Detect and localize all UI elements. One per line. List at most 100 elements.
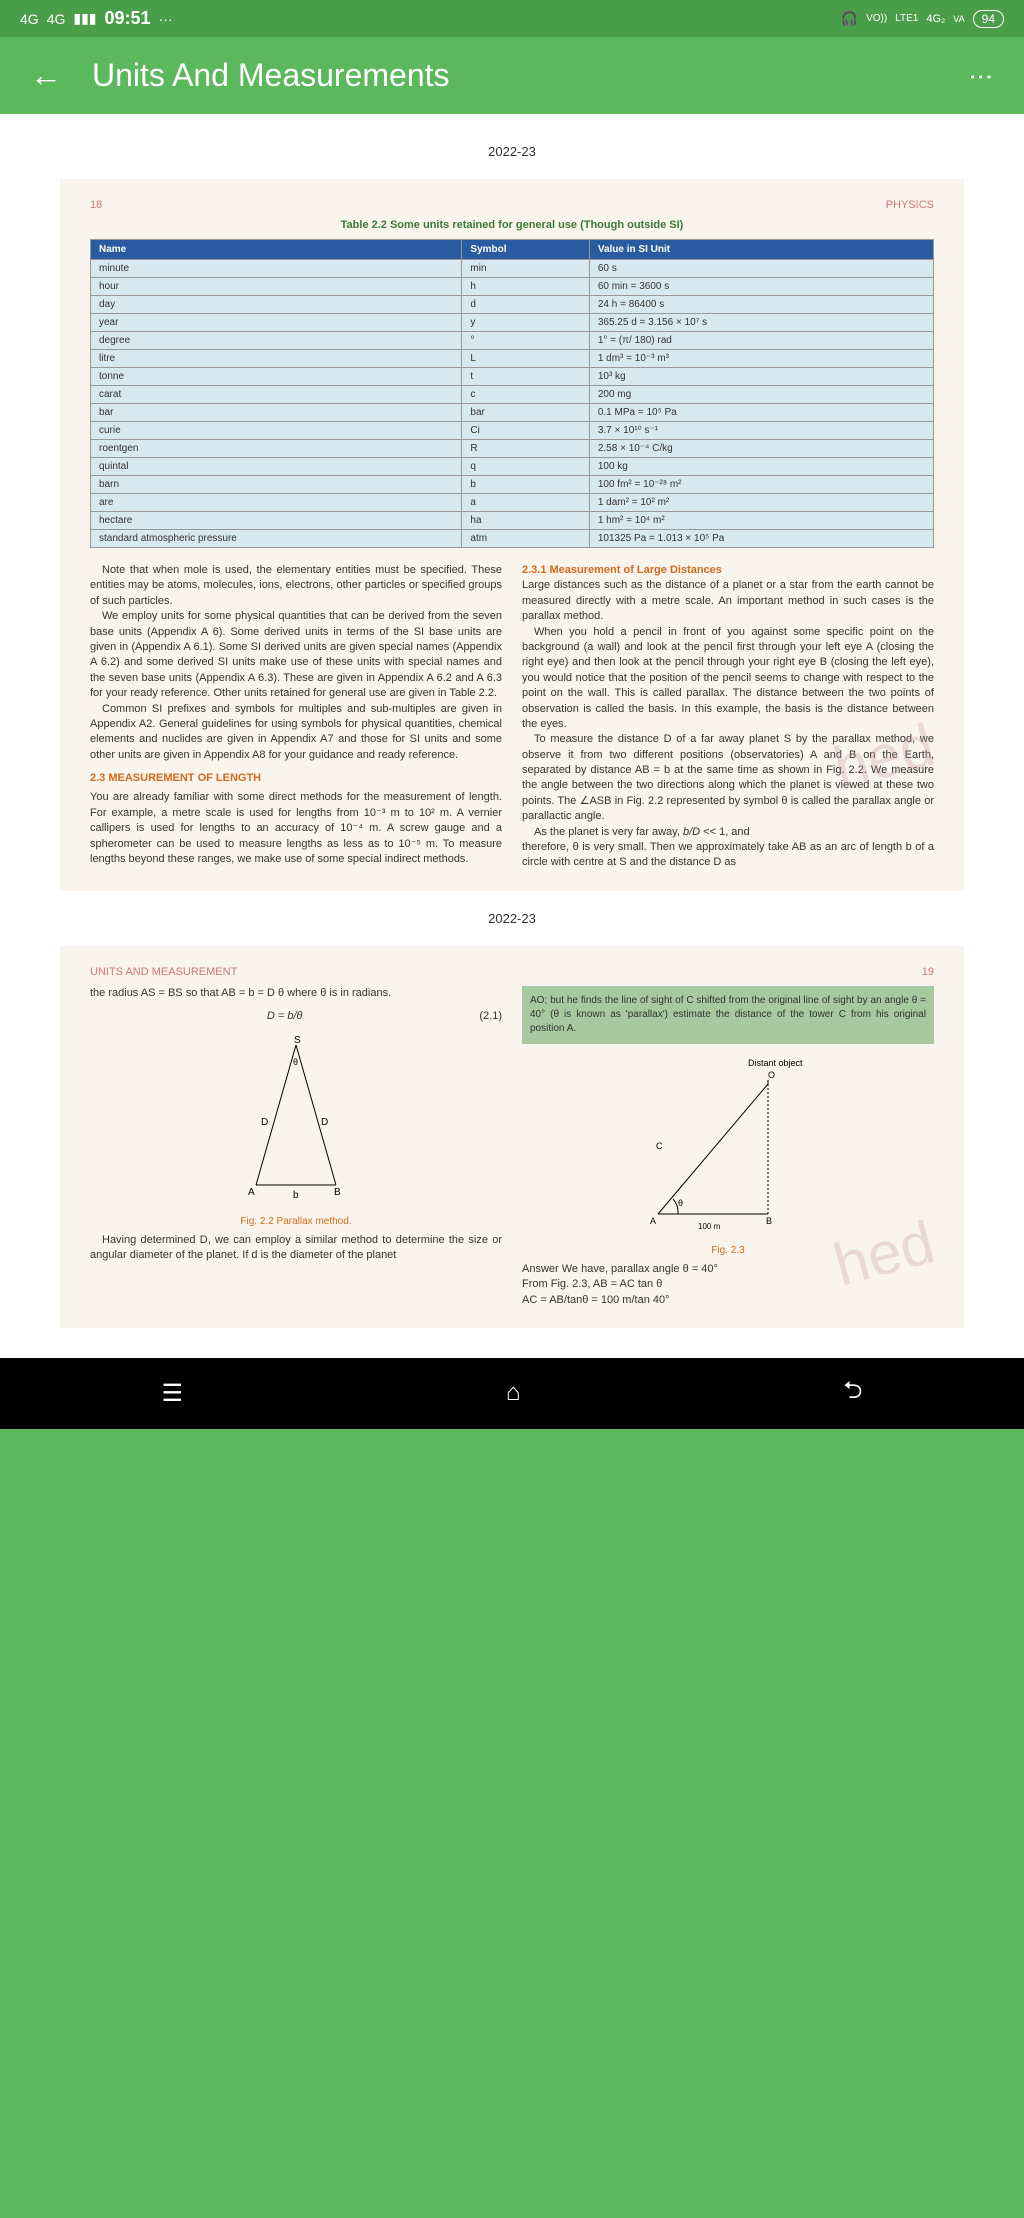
table-cell: Ci: [462, 422, 589, 440]
page1-columns: Note that when mole is used, the element…: [90, 563, 934, 871]
table-caption: Table 2.2 Some units retained for genera…: [90, 219, 934, 231]
table-cell: barn: [91, 476, 462, 494]
table-cell: h: [462, 278, 589, 296]
signal-4g-1: 4G: [20, 11, 39, 27]
page-year-label-2: 2022-23: [0, 901, 1024, 936]
battery-badge: 94: [973, 10, 1004, 28]
table-cell: 60 s: [589, 260, 933, 278]
table-cell: litre: [91, 350, 462, 368]
table-cell: c: [462, 386, 589, 404]
table-cell: hectare: [91, 512, 462, 530]
table-cell: y: [462, 314, 589, 332]
svg-text:A: A: [248, 1187, 255, 1198]
back-arrow-icon[interactable]: ←: [30, 57, 62, 94]
table-cell: q: [462, 458, 589, 476]
table-cell: hour: [91, 278, 462, 296]
nav-back-icon[interactable]: ⮌: [843, 1373, 862, 1414]
table-cell: 101325 Pa = 1.013 × 10⁵ Pa: [589, 530, 933, 548]
status-right: 🎧 VO)) LTE1 4G₂ VA 94: [841, 10, 1004, 28]
svg-text:S: S: [294, 1035, 301, 1046]
table-header: Name: [91, 240, 462, 260]
table-cell: bar: [462, 404, 589, 422]
svg-text:B: B: [334, 1187, 341, 1198]
table-row: caratc200 mg: [91, 386, 934, 404]
p1r-measure: To measure the distance D of a far away …: [522, 732, 934, 824]
page-year-label-1: 2022-23: [0, 134, 1024, 169]
table-cell: 100 kg: [589, 458, 933, 476]
table-cell: standard atmospheric pressure: [91, 530, 462, 548]
page2-right-col: AO; but he finds the line of sight of C …: [522, 986, 934, 1308]
svg-text:θ: θ: [678, 1198, 683, 1208]
table-cell: d: [462, 296, 589, 314]
fig-2-2-svg: S θ D D A B b: [226, 1035, 366, 1205]
table-cell: atm: [462, 530, 589, 548]
table-row: quintalq100 kg: [91, 458, 934, 476]
page2-section: UNITS AND MEASUREMENT: [90, 966, 237, 978]
p1-note: Note that when mole is used, the element…: [90, 563, 502, 609]
table-cell: 1° = (π/ 180) rad: [589, 332, 933, 350]
svg-text:C: C: [656, 1141, 663, 1151]
example-highlight: AO; but he finds the line of sight of C …: [522, 986, 934, 1044]
table-row: barnb100 fm² = 10⁻²⁸ m²: [91, 476, 934, 494]
table-cell: ha: [462, 512, 589, 530]
status-bar: 4G 4G ▮▮▮ 09:51 ··· 🎧 VO)) LTE1 4G₂ VA 9…: [0, 0, 1024, 37]
table-cell: L: [462, 350, 589, 368]
svg-text:θ: θ: [293, 1057, 298, 1067]
page1-header: 18 PHYSICS: [90, 199, 934, 211]
units-table: NameSymbolValue in SI Unit minutemin60 s…: [90, 239, 934, 548]
table-cell: 1 dam² = 10² m²: [589, 494, 933, 512]
table-cell: 0.1 MPa = 10⁵ Pa: [589, 404, 933, 422]
table-cell: 1 dm³ = 10⁻³ m³: [589, 350, 933, 368]
section-2-3-head: 2.3 MEASUREMENT OF LENGTH: [90, 771, 502, 786]
p1r-large: Large distances such as the distance of …: [522, 578, 934, 624]
volte-label: VO)): [866, 13, 887, 24]
p1r-planet: As the planet is very far away, b/D << 1…: [522, 825, 934, 840]
page1-number: 18: [90, 199, 102, 211]
table-row: dayd24 h = 86400 s: [91, 296, 934, 314]
status-left: 4G 4G ▮▮▮ 09:51 ···: [20, 8, 173, 29]
fig-2-3-caption: Fig. 2.3: [522, 1244, 934, 1258]
table-row: barbar0.1 MPa = 10⁵ Pa: [91, 404, 934, 422]
table-row: roentgenR2.58 × 10⁻⁴ C/kg: [91, 440, 934, 458]
table-cell: b: [462, 476, 589, 494]
fig-2-3-svg: Distant object O A B C 100 m θ: [638, 1054, 818, 1234]
parallax-diagram: S θ D D A B b: [90, 1035, 502, 1205]
table-cell: minute: [91, 260, 462, 278]
fig-2-2-caption: Fig. 2.2 Parallax method.: [90, 1215, 502, 1229]
table-cell: quintal: [91, 458, 462, 476]
table-cell: t: [462, 368, 589, 386]
table-row: area1 dam² = 10² m²: [91, 494, 934, 512]
table-row: standard atmospheric pressureatm101325 P…: [91, 530, 934, 548]
headphone-icon: 🎧: [841, 10, 858, 27]
page1-left-col: Note that when mole is used, the element…: [90, 563, 502, 871]
table-cell: 3.7 × 10¹⁰ s⁻¹: [589, 422, 933, 440]
table-header: Symbol: [462, 240, 589, 260]
table-cell: 2.58 × 10⁻⁴ C/kg: [589, 440, 933, 458]
table-cell: 200 mg: [589, 386, 933, 404]
page2-number: 19: [922, 966, 934, 978]
signal-bars-icon: ▮▮▮: [73, 10, 96, 27]
nav-menu-icon[interactable]: ☰: [161, 1379, 183, 1408]
status-dots: ···: [159, 11, 173, 27]
p2-radius: the radius AS = BS so that AB = b = D θ …: [90, 986, 502, 1001]
table-cell: roentgen: [91, 440, 462, 458]
table-cell: are: [91, 494, 462, 512]
p2r-ac: AC = AB/tanθ = 100 m/tan 40°: [522, 1293, 934, 1308]
p2r-from: From Fig. 2.3, AB = AC tan θ: [522, 1277, 934, 1292]
page1-subject: PHYSICS: [886, 199, 934, 211]
app-header: ← Units And Measurements ⋮: [0, 37, 1024, 114]
table-row: litreL1 dm³ = 10⁻³ m³: [91, 350, 934, 368]
table-cell: min: [462, 260, 589, 278]
table-row: minutemin60 s: [91, 260, 934, 278]
table-cell: 60 min = 3600 s: [589, 278, 933, 296]
table-cell: a: [462, 494, 589, 512]
nav-home-icon[interactable]: ⌂: [506, 1379, 521, 1407]
more-options-icon[interactable]: ⋮: [966, 65, 994, 87]
p1r-pencil: When you hold a pencil in front of you a…: [522, 625, 934, 733]
table-cell: degree: [91, 332, 462, 350]
table-cell: tonne: [91, 368, 462, 386]
p2-having: Having determined D, we can employ a sim…: [90, 1233, 502, 1264]
table-cell: 100 fm² = 10⁻²⁸ m²: [589, 476, 933, 494]
content-area: 2022-23 18 PHYSICS Table 2.2 Some units …: [0, 114, 1024, 1358]
status-time: 09:51: [105, 8, 151, 29]
